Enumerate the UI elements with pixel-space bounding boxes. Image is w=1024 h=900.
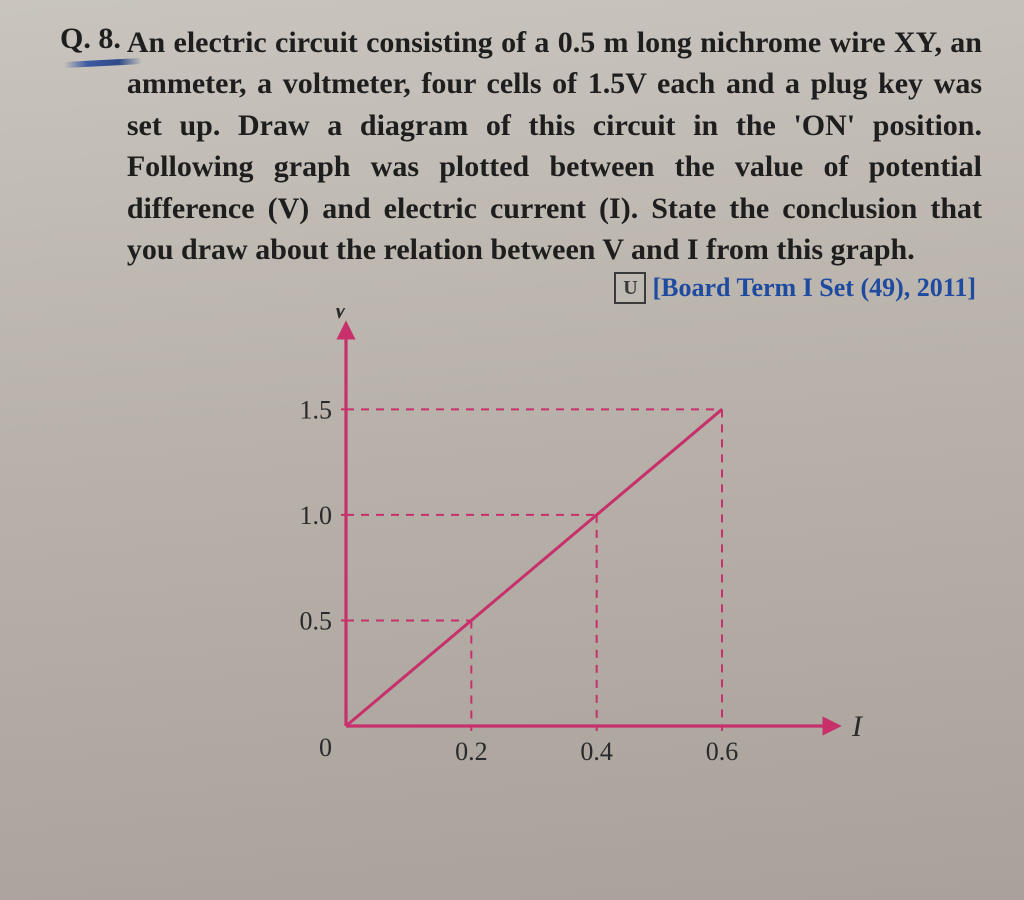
svg-text:0.2: 0.2 <box>455 737 488 766</box>
citation-text: [Board Term I Set (49), 2011] <box>652 273 976 303</box>
svg-text:0.6: 0.6 <box>706 737 739 766</box>
question-number: Q. 8. <box>60 22 121 56</box>
svg-text:V: V <box>331 308 353 325</box>
question-text: An electric circuit consisting of a 0.5 … <box>127 22 982 270</box>
page: Q. 8. An electric circuit consisting of … <box>0 0 1024 900</box>
chart-svg: 0.5 1.0 1.5 0.2 0.4 0.6 0 V I <box>250 308 890 788</box>
svg-text:0.4: 0.4 <box>580 737 613 766</box>
svg-text:1.0: 1.0 <box>300 501 333 530</box>
svg-text:0.5: 0.5 <box>300 607 333 636</box>
badge-u: U <box>614 272 646 304</box>
svg-text:1.5: 1.5 <box>300 396 333 425</box>
svg-text:I: I <box>851 710 864 743</box>
vi-chart: 0.5 1.0 1.5 0.2 0.4 0.6 0 V I <box>250 308 890 788</box>
question-block: Q. 8. An electric circuit consisting of … <box>60 22 982 270</box>
svg-text:0: 0 <box>319 733 332 762</box>
citation-row: U [Board Term I Set (49), 2011] <box>60 272 982 304</box>
